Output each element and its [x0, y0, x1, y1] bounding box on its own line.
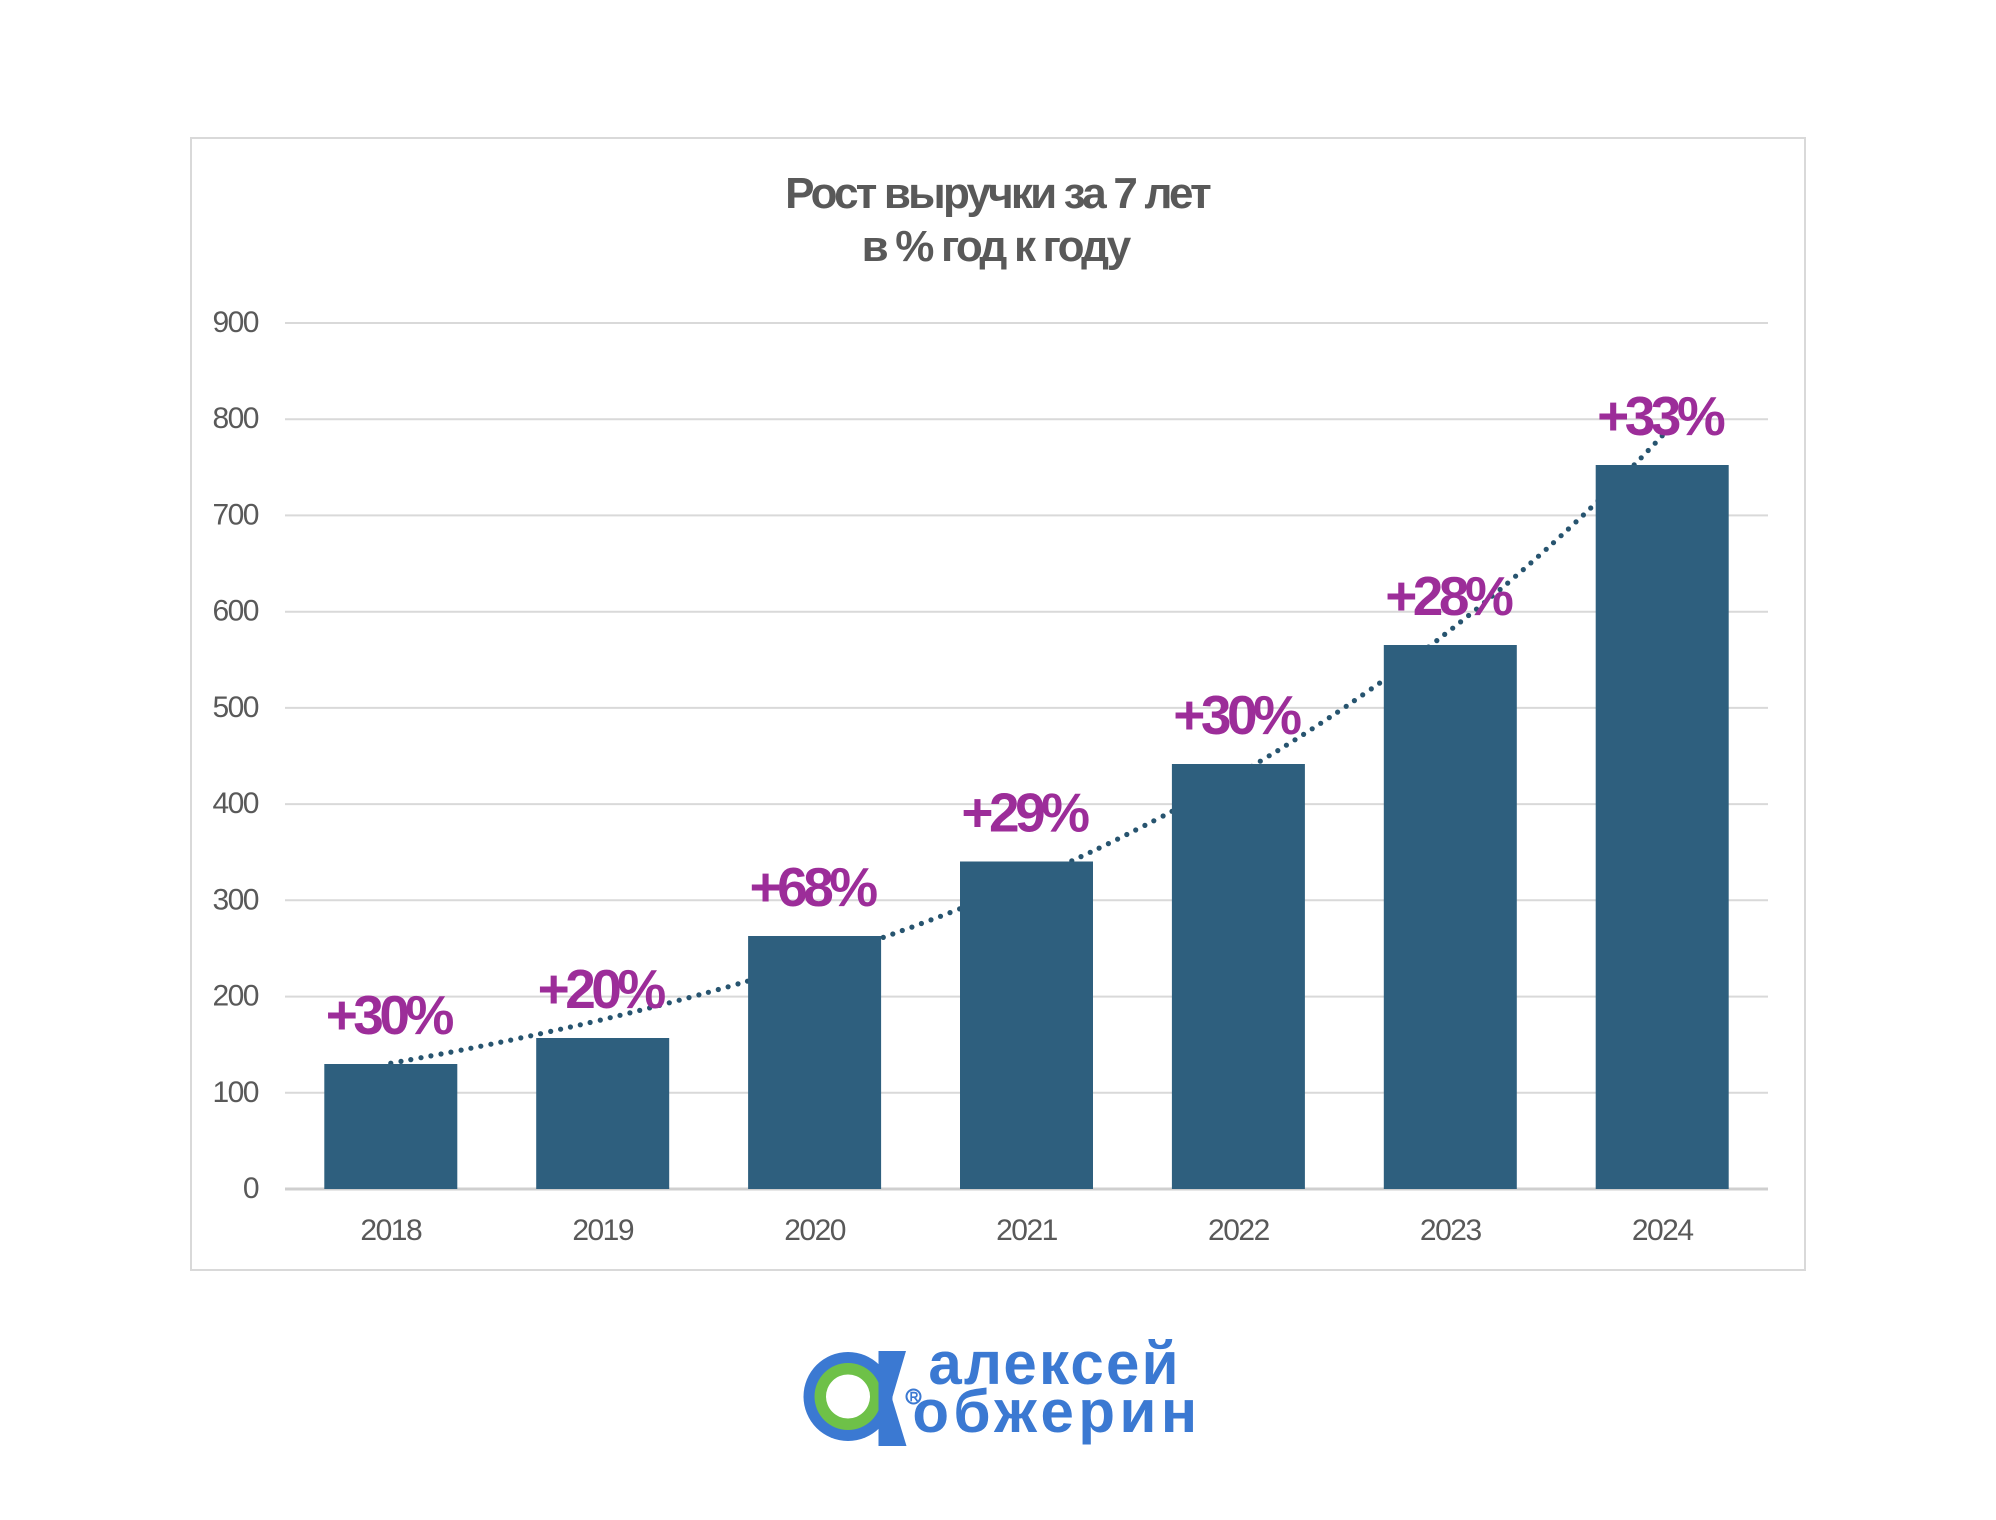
- svg-text:обжерин: обжерин: [912, 1378, 1201, 1445]
- svg-text:800: 800: [212, 402, 258, 435]
- svg-text:200: 200: [212, 980, 258, 1013]
- svg-text:2018: 2018: [360, 1214, 422, 1247]
- svg-text:0: 0: [243, 1172, 259, 1205]
- svg-text:2024: 2024: [1632, 1214, 1694, 1247]
- svg-text:Рост выручки за 7 лет: Рост выручки за 7 лет: [785, 169, 1211, 218]
- svg-text:+33%: +33%: [1597, 385, 1725, 447]
- svg-text:в % год к году: в % год к году: [862, 222, 1132, 271]
- svg-text:500: 500: [212, 691, 258, 724]
- svg-text:+20%: +20%: [538, 958, 666, 1020]
- svg-text:2022: 2022: [1208, 1214, 1270, 1247]
- svg-text:2019: 2019: [572, 1214, 634, 1247]
- svg-text:900: 900: [212, 306, 258, 339]
- svg-text:600: 600: [212, 595, 258, 628]
- svg-text:400: 400: [212, 787, 258, 820]
- svg-text:2023: 2023: [1420, 1214, 1482, 1247]
- svg-text:700: 700: [212, 498, 258, 531]
- svg-text:100: 100: [212, 1076, 258, 1109]
- svg-text:2020: 2020: [784, 1214, 846, 1247]
- svg-text:300: 300: [212, 883, 258, 916]
- svg-text:2021: 2021: [996, 1214, 1058, 1247]
- svg-text:+30%: +30%: [326, 984, 454, 1046]
- svg-text:+29%: +29%: [961, 782, 1089, 844]
- svg-text:+30%: +30%: [1173, 684, 1301, 746]
- svg-text:+28%: +28%: [1385, 565, 1513, 627]
- svg-text:алексей: алексей: [928, 1330, 1180, 1397]
- svg-text:+68%: +68%: [749, 856, 877, 918]
